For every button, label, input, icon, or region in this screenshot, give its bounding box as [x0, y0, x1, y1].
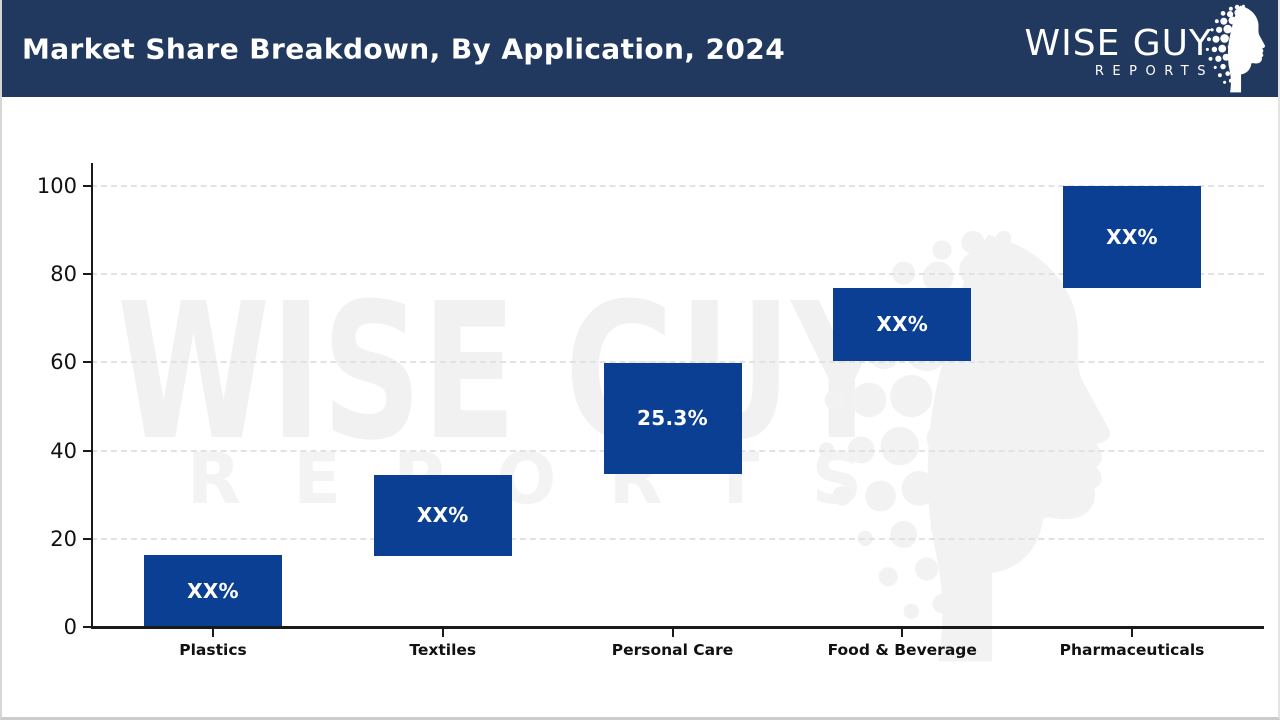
chart-area: WISE GUY REPORTS 0 20 40 60 80 100 XX% Plastics…: [2, 97, 1278, 717]
x-category-label-pharmaceuticals: Pharmaceuticals: [1059, 641, 1205, 659]
y-tick-20: [83, 537, 91, 540]
gridline-100: [91, 185, 1264, 187]
bar-value-label-food-beverage: XX%: [876, 312, 929, 337]
x-category-label-plastics: Plastics: [179, 641, 247, 659]
gridline-20: [91, 537, 1264, 540]
y-tick-100: [83, 185, 91, 187]
y-tick-40: [83, 449, 91, 452]
y-tick-label-40: 40: [50, 438, 77, 463]
bar-pharmaceuticals: XX%: [1063, 186, 1201, 288]
x-tick-food-beverage: [901, 629, 904, 637]
logo-face-icon: [1205, 4, 1265, 93]
bar-personal-care: 25.3%: [603, 362, 742, 474]
x-axis-line: [91, 626, 1264, 629]
bar-value-label-pharmaceuticals: XX%: [1106, 224, 1158, 249]
bar-value-label-plastics: XX%: [187, 579, 239, 604]
plot-region: 0 20 40 60 80 100 XX% Plastics XX% Textiles 25.3% P…: [2, 97, 1278, 717]
x-tick-plastics: [212, 629, 214, 637]
x-tick-pharmaceuticals: [1131, 629, 1133, 637]
gridline-80: [91, 273, 1264, 276]
x-tick-personal-care: [671, 629, 674, 637]
y-tick-80: [83, 273, 91, 276]
page-title: Market Share Breakdown, By Application, …: [22, 32, 786, 65]
y-tick-label-20: 20: [50, 526, 77, 551]
logo-reports-label: REPORTS: [1094, 64, 1214, 79]
y-tick-label-60: 60: [50, 350, 77, 375]
y-tick-label-0: 0: [63, 615, 77, 639]
y-tick-label-100: 100: [36, 174, 77, 198]
bar-textiles: XX%: [373, 474, 512, 556]
logo-wordmark: WISE GUY: [1024, 23, 1212, 64]
y-tick-label-80: 80: [50, 262, 77, 287]
x-category-label-food-beverage: Food & Beverage: [827, 641, 977, 659]
bar-value-label-personal-care: 25.3%: [637, 406, 708, 431]
bar-value-label-textiles: XX%: [416, 503, 469, 528]
watermark-reports: REPORTS: [187, 438, 862, 520]
bar-food-beverage: XX%: [833, 287, 972, 362]
y-tick-60: [83, 361, 91, 364]
brand-watermark: WISE GUY REPORTS: [117, 263, 893, 520]
gridline-60: [91, 361, 1264, 364]
x-category-label-textiles: Textiles: [409, 641, 477, 659]
x-tick-textiles: [441, 629, 444, 637]
x-category-label-personal-care: Personal Care: [611, 641, 734, 659]
watermark-wordmark: WISE GUY: [117, 263, 893, 482]
y-axis-line: [91, 163, 93, 629]
header-bar: Market Share Breakdown, By Application, …: [2, 0, 1278, 97]
bar-plastics: XX%: [144, 555, 282, 627]
y-tick-0: [83, 626, 91, 628]
